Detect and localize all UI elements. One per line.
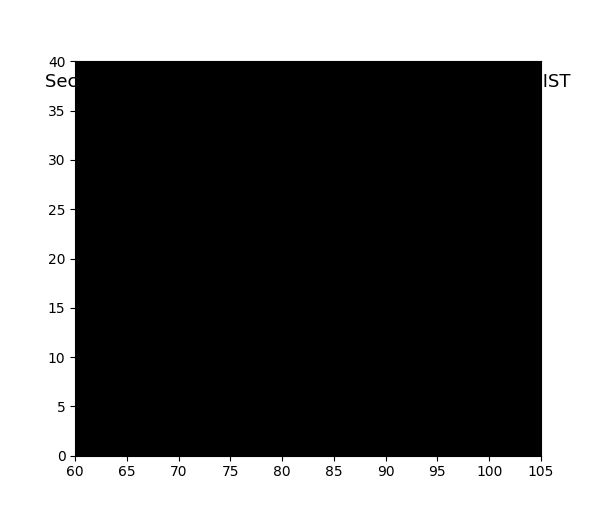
Text: Secondary Swell energy on Tuesday 25 Mar at 5:30pm IST: Secondary Swell energy on Tuesday 25 Mar… <box>45 73 571 91</box>
Text: Arrows show the wind wave direction: Arrows show the wind wave direction <box>184 93 432 106</box>
